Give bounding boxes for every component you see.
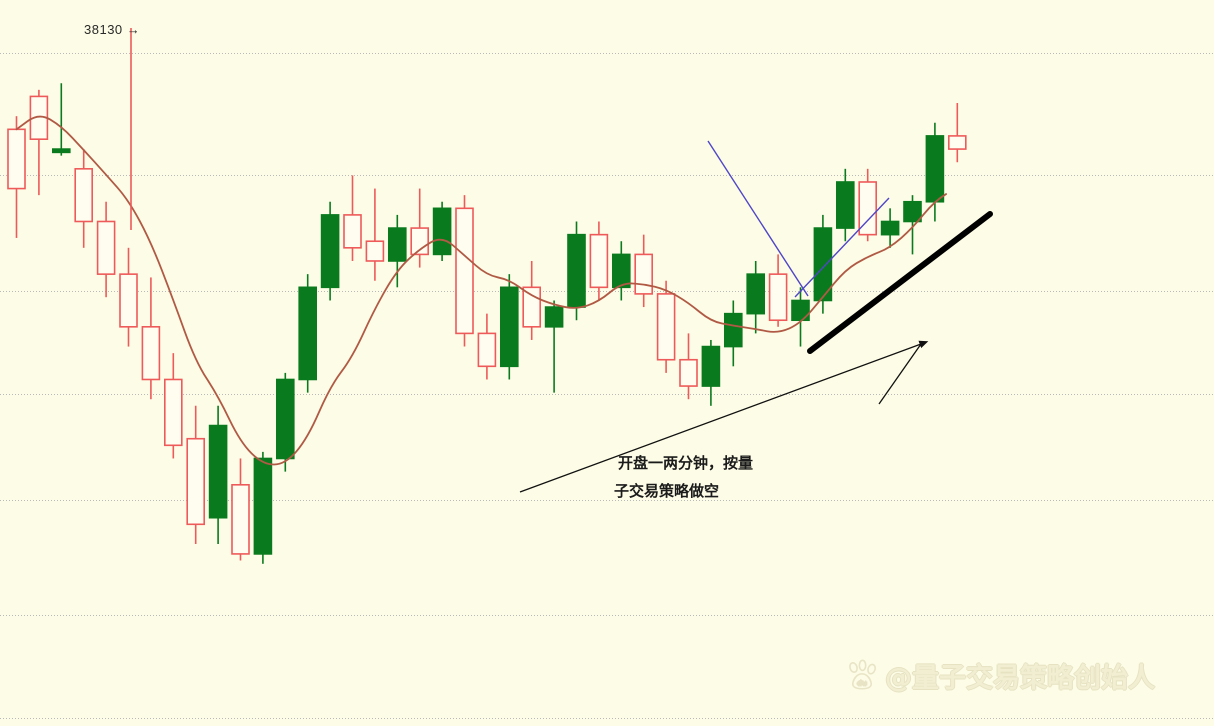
candle-body-up <box>455 207 474 335</box>
price-label-38130: 38130 → <box>84 22 141 37</box>
candle-body-up <box>119 273 138 328</box>
thick-black-resistance-line <box>807 211 993 354</box>
candle-body-up <box>231 483 250 555</box>
candle-body-up <box>522 286 542 328</box>
candle-body-down <box>298 286 318 381</box>
candle-body-up <box>589 233 609 289</box>
candle-body-down <box>567 233 586 308</box>
candle-body-down <box>723 312 743 348</box>
baidu-paw-icon: du <box>845 659 879 693</box>
watermark: du @量子交易策略创始人 <box>845 656 1155 695</box>
candle-body-up <box>634 253 654 295</box>
candle-body-up <box>7 128 26 190</box>
entry-note-line-2: 子交易策略做空 <box>614 482 720 500</box>
candle-body-down <box>432 207 452 256</box>
candle-body-down <box>499 286 519 368</box>
candle-body-down <box>746 273 766 315</box>
candle-body-down <box>925 135 945 203</box>
candle-body-down <box>51 148 71 154</box>
candle-body-down <box>611 253 631 289</box>
candle-body-down <box>320 214 340 289</box>
uptrend-channel-line-2 <box>794 197 890 298</box>
watermark-handle: @量子交易策略创始人 <box>885 663 1155 694</box>
candle-body-up <box>343 214 362 249</box>
candle-body-down <box>791 299 810 322</box>
candle-body-down <box>903 200 922 223</box>
callout-arrow-barb <box>878 343 922 405</box>
candle-body-down <box>208 424 228 519</box>
candle-body-up <box>477 332 497 368</box>
candle-body-down <box>701 345 721 387</box>
candle-body-down <box>880 220 900 236</box>
candle-body-up <box>186 437 205 526</box>
candle-series <box>7 83 967 564</box>
entry-note-line-1: 开盘一两分钟，按量 <box>618 454 754 472</box>
candle-body-down <box>275 378 295 460</box>
candle-body-down <box>835 181 855 229</box>
candle-body-up <box>768 273 788 322</box>
candle-body-up <box>365 240 385 262</box>
candle-body-down <box>544 306 564 328</box>
candle-body-down <box>387 227 407 262</box>
candle-body-up <box>96 220 116 275</box>
moving-average-line <box>15 115 947 466</box>
ma-path <box>15 115 947 466</box>
candle-body-up <box>141 326 161 381</box>
drawn-annotations <box>519 140 993 493</box>
candle-body-up <box>74 168 93 223</box>
downtrend-channel-line-1 <box>707 140 809 297</box>
candle-body-up <box>164 378 183 447</box>
candle-body-down <box>253 457 273 555</box>
candle-body-down <box>813 227 833 302</box>
candle-body-up <box>858 181 878 236</box>
candle-body-up <box>947 135 967 150</box>
candle-body-up <box>656 293 676 361</box>
candle-body-up <box>679 358 698 387</box>
gridlines <box>0 53 1214 719</box>
callout-arrow <box>519 340 929 493</box>
svg-text:du: du <box>857 679 867 687</box>
